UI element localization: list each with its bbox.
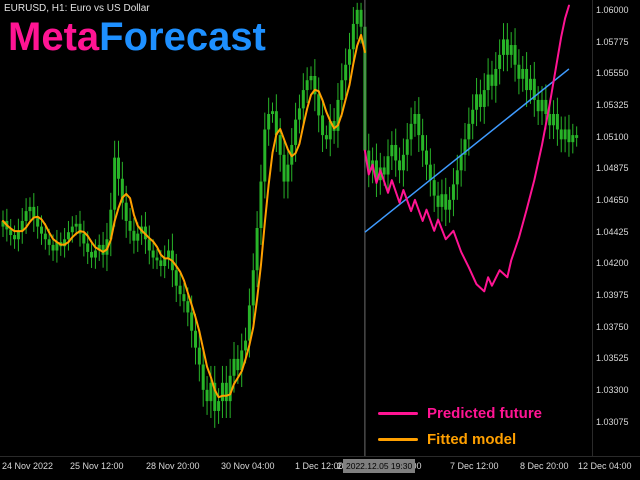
price-axis-label: 1.05100 (596, 131, 629, 142)
logo-forecast: Forecast (99, 15, 266, 59)
time-axis-label: 30 Nov 04:00 (221, 461, 275, 471)
chart-legend: Predicted future Fitted model (378, 400, 542, 452)
price-axis-label: 1.04200 (596, 258, 629, 269)
selected-time-badge: 2022.12.05 19:30 (343, 459, 416, 473)
price-axis-label: 1.03075 (596, 416, 629, 427)
time-axis-label: 8 Dec 20:00 (520, 461, 569, 471)
predicted-legend-label: Predicted future (427, 404, 543, 422)
price-axis-label: 1.03975 (596, 289, 629, 300)
price-axis-label: 1.03750 (596, 321, 629, 332)
time-axis-label: 1 Dec 12:00 (295, 461, 344, 471)
time-axis-label: 12 Dec 04:00 (578, 461, 632, 471)
legend-item-fitted: Fitted model (378, 426, 542, 452)
logo-meta: Meta (8, 15, 100, 59)
time-axis-label: 28 Nov 20:00 (146, 461, 200, 471)
price-axis-label: 1.04425 (596, 226, 629, 237)
price-axis-label: 1.04650 (596, 194, 629, 205)
fitted-line-swatch (378, 437, 418, 441)
price-chart-svg[interactable] (0, 0, 640, 458)
predicted-line-swatch (378, 411, 418, 415)
price-axis-label: 1.05550 (596, 68, 629, 79)
price-axis-label: 1.05325 (596, 99, 629, 110)
price-axis-label: 1.04875 (596, 163, 629, 174)
time-axis-label: 2 (337, 461, 343, 471)
time-axis[interactable]: 2022.12.05 19:30 24 Nov 2022 25 Nov 12:00… (0, 458, 640, 480)
metaforecast-logo: MetaForecast (8, 17, 266, 57)
price-axis-label: 1.05775 (596, 36, 629, 47)
legend-item-predicted: Predicted future (378, 400, 542, 426)
chart-header-title: EURUSD, H1: Euro vs US Dollar (4, 3, 150, 14)
time-axis-label: 7 Dec 12:00 (450, 461, 499, 471)
price-axis[interactable]: 1.06000 1.05775 1.05550 1.05325 1.05100 1.048… (594, 0, 640, 456)
price-axis-label: 1.06000 (596, 4, 629, 15)
price-axis-label: 1.03300 (596, 384, 629, 395)
time-axis-label: 24 Nov 2022 (2, 461, 54, 471)
price-axis-label: 1.03525 (596, 353, 629, 364)
fitted-legend-label: Fitted model (427, 430, 517, 448)
time-axis-label: 25 Nov 12:00 (70, 461, 124, 471)
